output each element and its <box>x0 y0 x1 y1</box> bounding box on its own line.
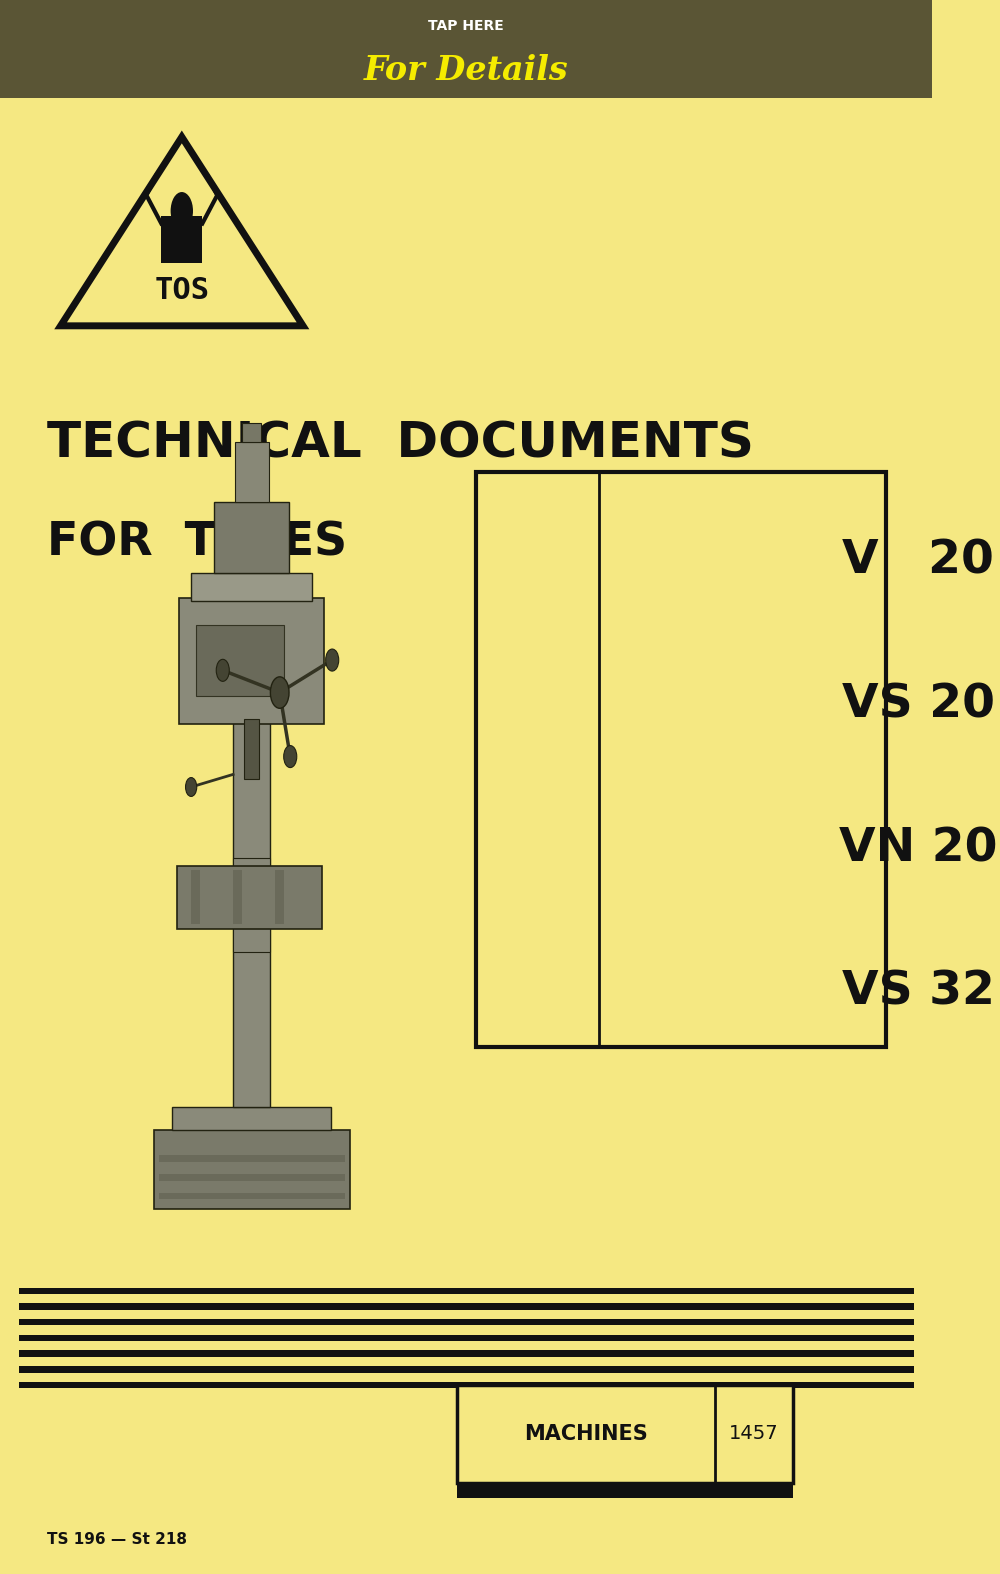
Bar <box>457 1385 793 1483</box>
Circle shape <box>326 648 339 671</box>
Text: TS 196 — St 218: TS 196 — St 218 <box>47 1532 187 1547</box>
Text: TOS: TOS <box>154 277 209 305</box>
Bar <box>457 1483 793 1498</box>
Text: VS 32: VS 32 <box>842 970 995 1015</box>
Bar <box>172 1107 331 1130</box>
Text: VN 20: VN 20 <box>839 826 998 870</box>
Bar <box>275 870 284 924</box>
Bar <box>19 1335 914 1341</box>
Text: TAP HERE: TAP HERE <box>428 19 504 33</box>
Bar <box>19 1382 914 1388</box>
Circle shape <box>171 192 193 230</box>
Text: MACHINES: MACHINES <box>524 1424 648 1443</box>
Text: VS 20: VS 20 <box>842 683 995 727</box>
Bar <box>214 502 289 573</box>
Bar <box>19 1288 914 1294</box>
Text: V   20: V 20 <box>842 538 994 584</box>
Bar <box>159 1155 345 1162</box>
Bar <box>191 870 200 924</box>
Text: 1457: 1457 <box>729 1424 779 1443</box>
Circle shape <box>284 746 297 768</box>
Bar <box>19 1366 914 1373</box>
Circle shape <box>270 677 289 708</box>
Bar <box>476 472 886 1047</box>
Bar <box>233 619 270 1107</box>
Bar <box>235 442 269 502</box>
Bar <box>0 0 932 98</box>
Circle shape <box>216 660 229 682</box>
Bar <box>159 1193 345 1199</box>
Bar <box>19 1303 914 1310</box>
Bar <box>159 1174 345 1180</box>
Bar <box>233 858 270 952</box>
Circle shape <box>186 778 197 796</box>
Text: TECHNICAL  DOCUMENTS: TECHNICAL DOCUMENTS <box>47 420 753 467</box>
Bar <box>19 1350 914 1357</box>
Bar <box>179 598 324 724</box>
Bar <box>191 573 312 601</box>
Bar <box>19 1319 914 1325</box>
Text: FOR  TYPES: FOR TYPES <box>47 521 347 565</box>
Text: For Details: For Details <box>364 54 568 87</box>
Bar <box>154 1130 350 1209</box>
Bar <box>177 866 322 929</box>
Bar <box>196 625 284 696</box>
Bar <box>242 423 261 442</box>
Bar <box>161 216 202 263</box>
Bar <box>233 870 242 924</box>
Bar <box>244 719 259 779</box>
